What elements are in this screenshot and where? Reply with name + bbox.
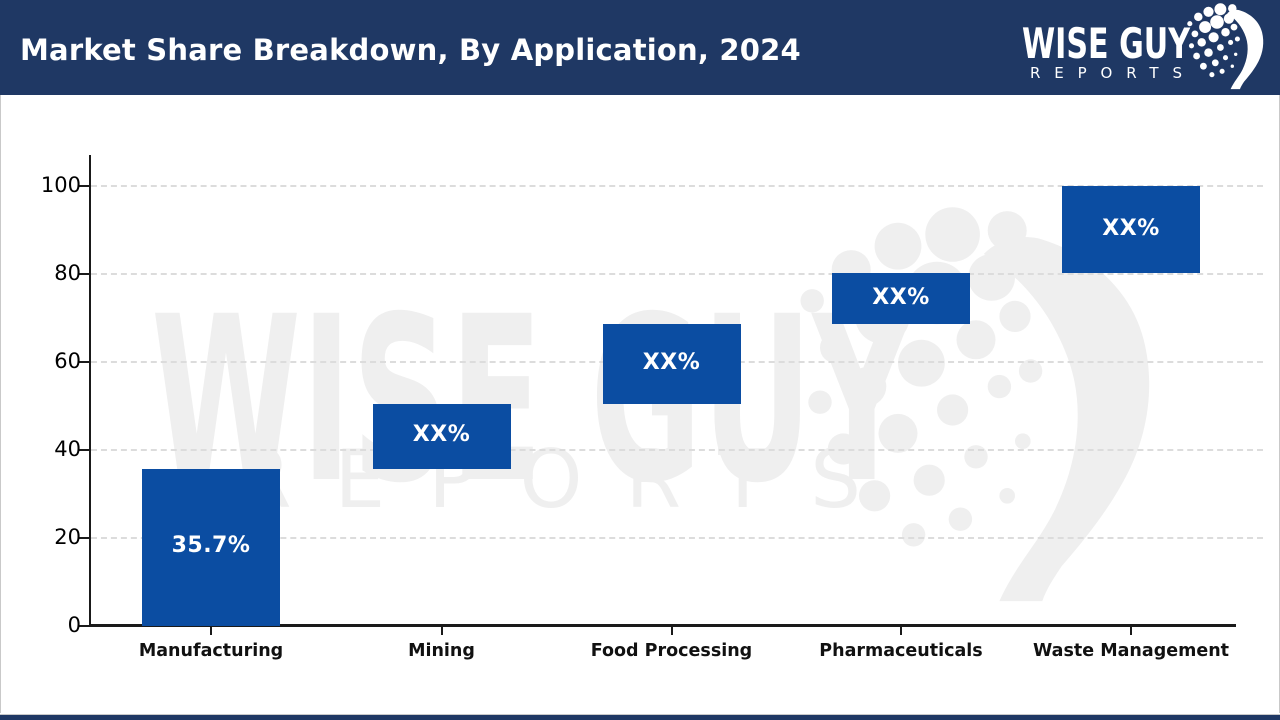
x-label-manufacturing: Manufacturing bbox=[138, 641, 284, 661]
y-axis-line bbox=[89, 155, 91, 627]
x-axis-line bbox=[89, 624, 1236, 627]
x-tick-waste-management bbox=[1130, 627, 1132, 635]
x-tick-pharmaceuticals bbox=[900, 627, 902, 635]
footer-bar bbox=[0, 714, 1280, 720]
logo-head-icon bbox=[1187, 3, 1264, 90]
bar-mining bbox=[372, 403, 511, 469]
bar-label-manufacturing: 35.7% bbox=[171, 533, 251, 559]
chart-canvas: WISE GUY REPORTS 02040608010035.7%Manufa… bbox=[0, 95, 1280, 713]
report-title: Market Share Breakdown, By Application, … bbox=[20, 33, 801, 67]
bar-label-pharmaceuticals: XX% bbox=[872, 284, 930, 310]
y-tick-60 bbox=[79, 361, 89, 363]
y-tick-100 bbox=[79, 185, 89, 187]
y-tick-20 bbox=[79, 537, 89, 539]
y-tick-40 bbox=[79, 449, 89, 451]
gridline-100 bbox=[91, 185, 1263, 187]
y-tick-label-80: 80 bbox=[54, 261, 81, 285]
y-tick-label-0: 0 bbox=[67, 613, 81, 637]
gridline-40 bbox=[91, 449, 1263, 451]
x-label-waste-management: Waste Management bbox=[1032, 641, 1230, 661]
wiseguy-logo: WISE GUY REPORTS bbox=[1022, 3, 1264, 90]
bar-waste-management bbox=[1062, 186, 1200, 274]
gridline-20 bbox=[91, 537, 1263, 539]
y-tick-0 bbox=[79, 625, 89, 627]
x-tick-food-processing bbox=[670, 627, 673, 635]
bar-pharmaceuticals bbox=[832, 273, 970, 325]
report-header: Market Share Breakdown, By Application, … bbox=[0, 0, 1280, 95]
x-tick-mining bbox=[440, 627, 443, 635]
gridline-80 bbox=[91, 273, 1263, 275]
watermark-subtext: REPORTS bbox=[236, 433, 861, 526]
y-tick-label-20: 20 bbox=[54, 525, 81, 549]
logo-wordmark: WISE GUY bbox=[1022, 19, 1190, 68]
x-label-food-processing: Food Processing bbox=[590, 641, 753, 661]
bar-label-mining: XX% bbox=[412, 422, 471, 448]
y-tick-label-60: 60 bbox=[54, 349, 81, 373]
bar-label-waste-management: XX% bbox=[1102, 215, 1160, 241]
y-tick-label-100: 100 bbox=[40, 173, 81, 197]
bar-label-food-processing: XX% bbox=[642, 349, 701, 375]
bar-manufacturing bbox=[142, 468, 280, 626]
x-tick-manufacturing bbox=[210, 627, 212, 635]
y-tick-label-40: 40 bbox=[54, 437, 81, 461]
x-label-mining: Mining bbox=[408, 641, 475, 661]
y-tick-80 bbox=[79, 273, 89, 275]
bar-food-processing bbox=[602, 324, 741, 404]
x-label-pharmaceuticals: Pharmaceuticals bbox=[819, 641, 983, 661]
